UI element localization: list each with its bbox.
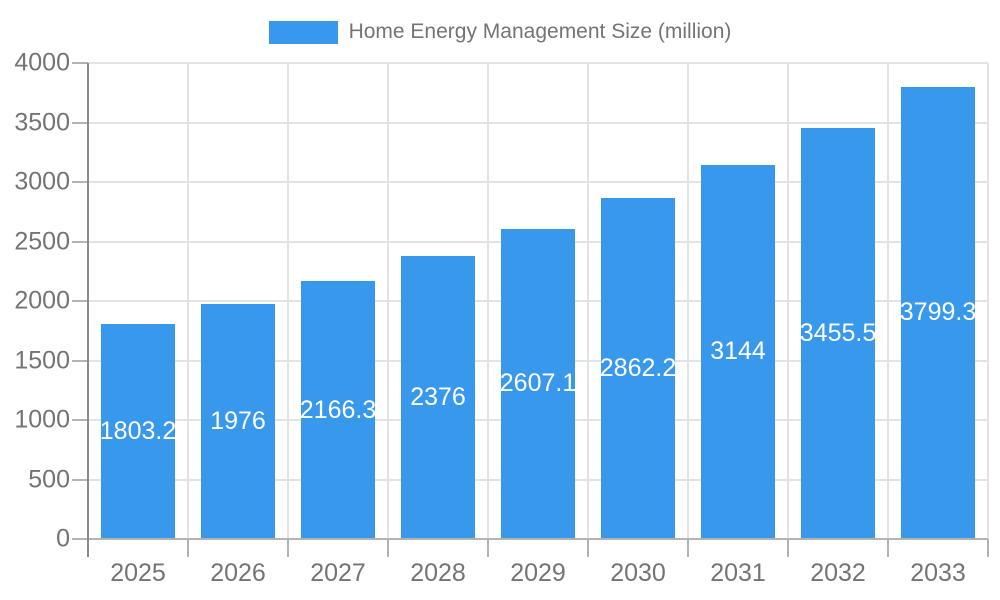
legend-swatch <box>268 20 338 44</box>
y-axis-tick-label: 500 <box>28 465 70 493</box>
legend-label: Home Energy Management Size (million) <box>348 20 732 43</box>
x-axis-tick <box>587 539 589 557</box>
bar: 3455.5 <box>799 127 877 539</box>
y-gridline <box>88 181 988 183</box>
y-axis-tick-label: 3000 <box>14 167 70 196</box>
x-axis-tick <box>987 539 989 557</box>
x-gridline <box>287 63 289 539</box>
bar-value-label: 2607.1 <box>499 369 577 398</box>
x-axis-tick <box>887 539 889 557</box>
bar-value-label: 2166.3 <box>299 395 377 424</box>
bar-value-label: 1803.2 <box>99 417 177 446</box>
y-axis-tick <box>72 62 88 64</box>
bar: 2376 <box>401 256 475 539</box>
x-axis-tick-label: 2025 <box>110 559 166 587</box>
bar-value-label: 3144 <box>710 337 766 366</box>
y-gridline <box>88 121 988 124</box>
bar: 3799.3 <box>899 86 977 539</box>
x-axis-tick-label: 2031 <box>710 559 766 587</box>
y-axis-tick <box>72 419 88 421</box>
bar-value-label: 3799.3 <box>899 298 977 327</box>
y-gridline <box>88 62 988 64</box>
x-gridline <box>487 63 489 539</box>
chart-legend: Home Energy Management Size (million) <box>0 19 1000 45</box>
x-axis-tick-label: 2026 <box>210 559 266 587</box>
y-axis-tick-label: 0 <box>56 524 70 553</box>
x-axis-tick-label: 2030 <box>610 559 666 587</box>
bar: 1976 <box>201 303 275 539</box>
x-gridline <box>187 63 189 539</box>
bar: 1803.2 <box>99 324 177 539</box>
bar-value-label: 2376 <box>410 383 466 412</box>
x-axis-tick <box>387 539 389 557</box>
x-gridline <box>987 63 989 539</box>
x-axis-tick-label: 2029 <box>510 559 566 587</box>
y-axis-tick-label: 2000 <box>14 286 70 315</box>
bar-value-label: 1976 <box>210 406 266 435</box>
x-axis-tick-label: 2033 <box>910 559 966 587</box>
bar-value-label: 2862.2 <box>599 354 677 383</box>
y-axis-tick <box>72 478 88 481</box>
x-gridline <box>587 63 589 539</box>
y-axis-tick-label: 3500 <box>14 108 70 136</box>
legend-item[interactable]: Home Energy Management Size (million) <box>268 20 732 44</box>
x-axis-tick <box>687 539 689 557</box>
x-axis-tick <box>187 539 189 557</box>
y-axis-tick <box>72 121 88 124</box>
x-axis-tick <box>287 539 289 557</box>
bar: 2862.2 <box>599 198 677 539</box>
y-axis-tick-label: 2500 <box>14 227 70 255</box>
x-gridline <box>787 63 789 539</box>
y-axis-tick <box>72 538 88 540</box>
y-axis-tick-label: 4000 <box>14 48 70 77</box>
y-axis-tick <box>72 359 88 362</box>
y-axis-line <box>87 63 89 557</box>
x-axis-tick <box>787 539 789 557</box>
x-gridline <box>687 63 689 539</box>
x-axis-tick-label: 2027 <box>310 559 366 587</box>
y-axis-tick <box>72 300 88 302</box>
bar: 3144 <box>701 164 775 539</box>
x-axis-tick-label: 2028 <box>410 559 466 587</box>
bar: 2166.3 <box>299 281 377 539</box>
bar: 2607.1 <box>499 228 577 539</box>
x-gridline <box>387 63 389 539</box>
x-gridline <box>887 63 889 539</box>
y-axis-tick <box>72 240 88 243</box>
y-axis-tick-label: 1000 <box>14 405 70 434</box>
bar-value-label: 3455.5 <box>799 318 877 347</box>
y-axis-tick <box>72 181 88 183</box>
x-axis-line <box>88 538 988 540</box>
x-axis-tick <box>487 539 489 557</box>
y-axis-tick-label: 1500 <box>14 346 70 374</box>
x-axis-tick-label: 2032 <box>810 559 866 587</box>
